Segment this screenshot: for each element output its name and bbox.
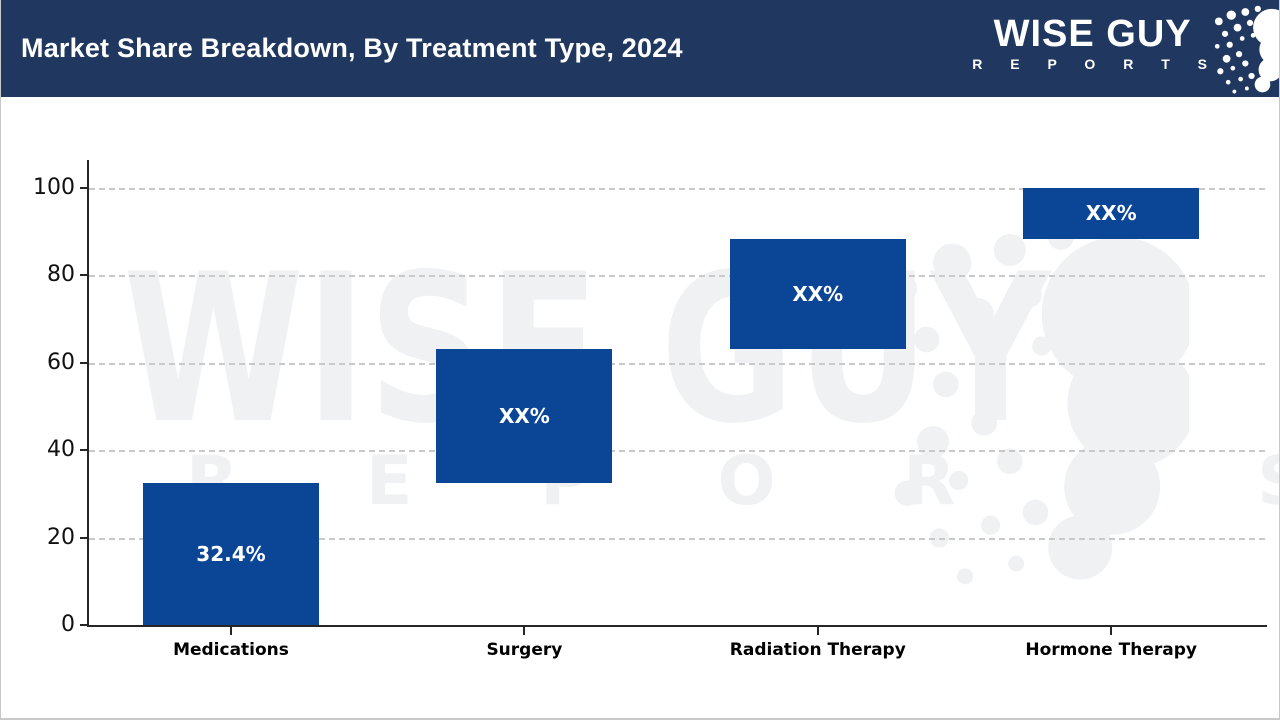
y-tick-label: 20 [47,524,75,550]
y-tick-mark [80,361,87,364]
gridline [89,275,1265,277]
gridline [89,187,1265,190]
bar: XX% [436,348,613,484]
bar-value-label: XX% [498,403,550,428]
x-tick-mark [523,627,526,635]
y-tick-mark [80,624,87,626]
x-tick-mark [1110,627,1113,635]
gridline [89,362,1265,365]
x-tick-mark [230,627,232,635]
y-tick-label: 100 [33,174,75,200]
y-tick-label: 0 [61,612,75,637]
logo-wiseguy-text: WISE GUY [993,13,1192,55]
category-label: Medications [173,640,289,660]
y-tick-label: 60 [47,349,75,375]
bar: 32.4% [143,483,319,625]
y-tick-label: 80 [47,262,75,287]
category-label: Surgery [486,640,563,660]
bar-value-label: XX% [792,281,844,306]
y-tick-label: 40 [47,437,75,462]
gridline [89,450,1265,452]
x-axis-baseline [87,625,1267,627]
x-tick-mark [816,627,819,635]
y-tick-mark [80,274,87,276]
bar-value-label: XX% [1085,201,1137,226]
bar: XX% [1023,187,1200,240]
logo: WISE GUY R E P O R T S [966,14,1219,72]
y-tick-mark [80,536,87,539]
y-tick-mark [80,186,87,189]
bar-value-label: 32.4% [196,542,266,567]
page-title: Market Share Breakdown, By Treatment Typ… [21,33,683,63]
logo-face-icon [1214,5,1279,94]
y-axis-spine [87,160,89,627]
category-label: Hormone Therapy [1025,640,1197,660]
bar: XX% [729,239,906,349]
logo-reports-text: R E P O R T S [972,56,1219,72]
gridline [89,537,1265,540]
category-label: Radiation Therapy [729,640,906,660]
y-tick-mark [80,449,87,451]
header-bar: Market Share Breakdown, By Treatment Typ… [1,0,1279,97]
